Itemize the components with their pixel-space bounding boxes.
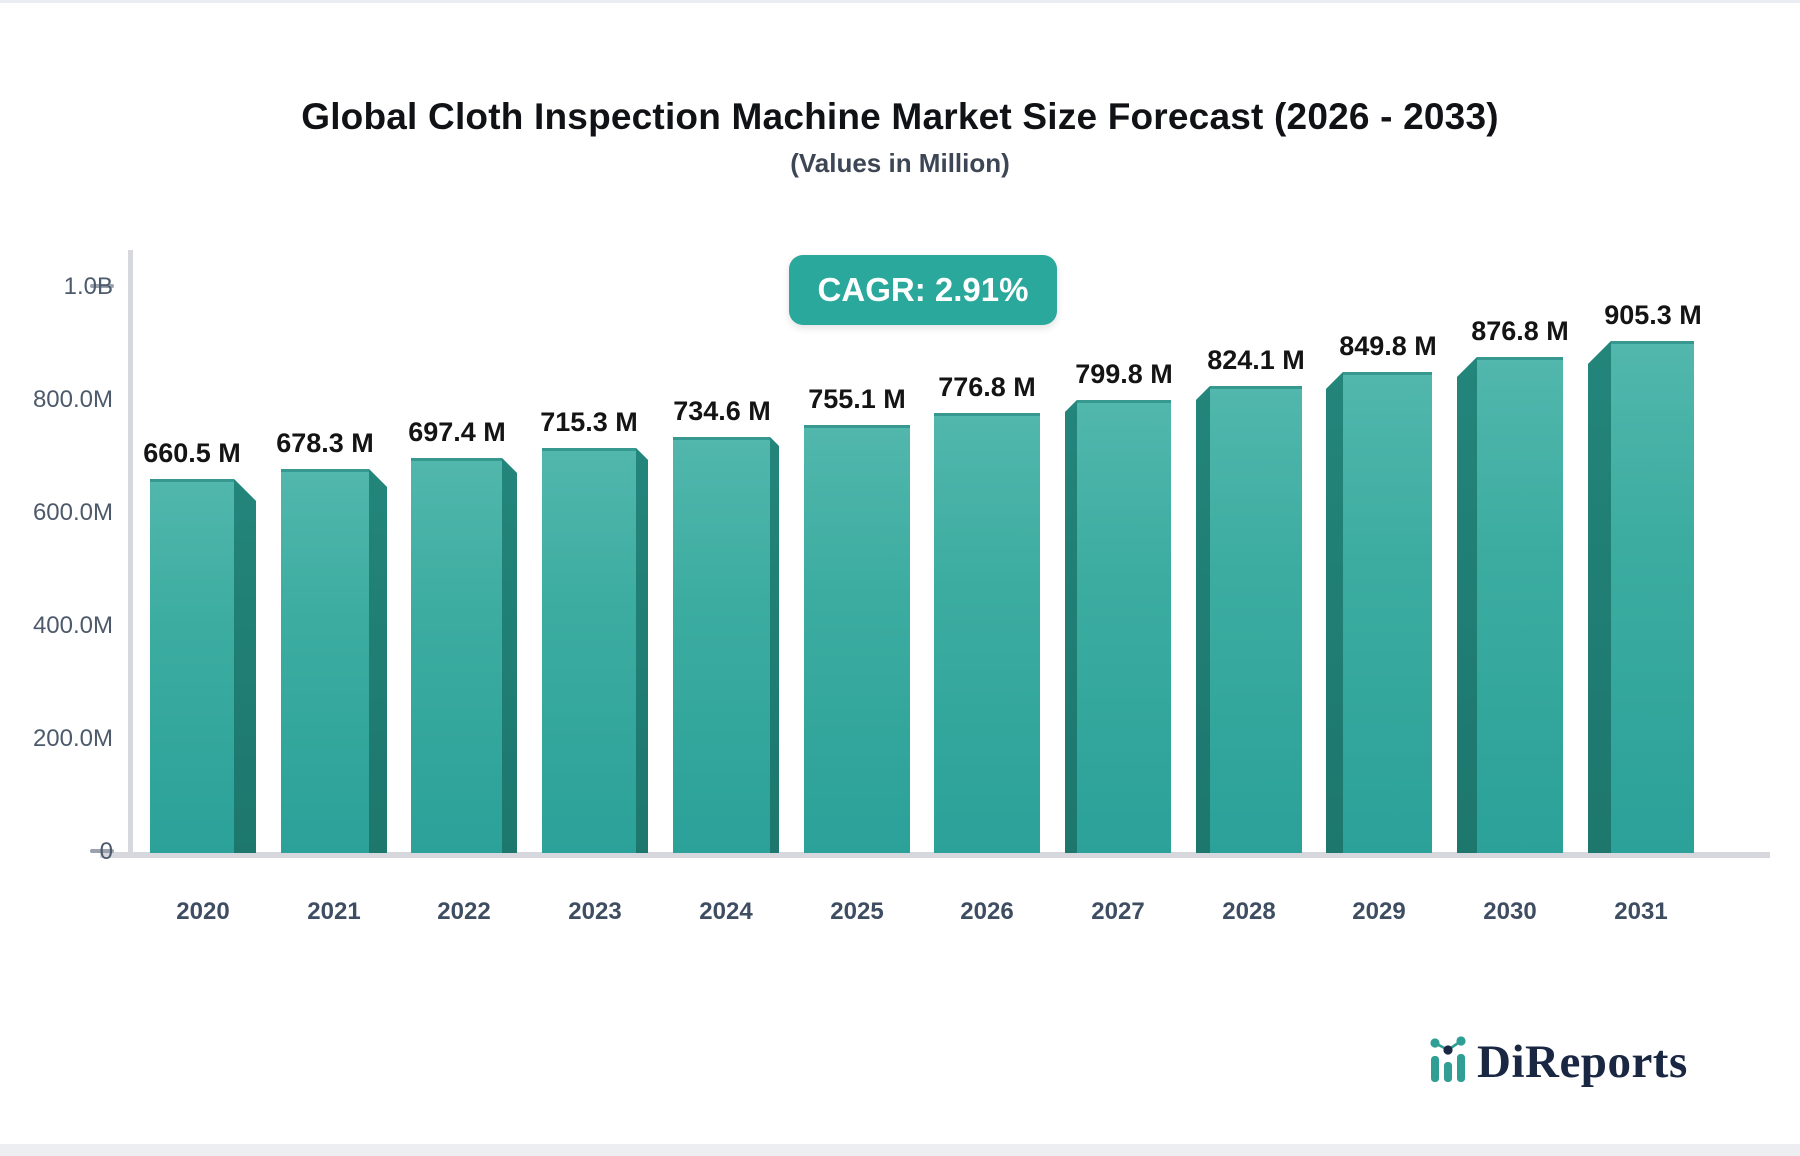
bar-2030 (1457, 357, 1563, 853)
bar-top-edge (150, 479, 234, 482)
bar-top-edge (1611, 341, 1694, 344)
x-axis-label: 2026 (960, 898, 1014, 925)
y-tick-1b (90, 284, 114, 288)
bar-value-label: 824.1 M (1207, 345, 1305, 375)
x-axis-label: 2031 (1614, 898, 1668, 925)
y-axis-line (128, 250, 133, 852)
bar-3d-side (770, 437, 779, 853)
cagr-badge-label: CAGR: 2.91% (817, 271, 1029, 308)
bar-2025 (804, 425, 910, 853)
bar-2024 (673, 437, 779, 853)
top-edge-strip (0, 0, 1800, 3)
bar-value-label: 799.8 M (1075, 359, 1173, 389)
bar-2020 (150, 479, 256, 853)
x-axis-label: 2022 (437, 898, 491, 925)
y-axis-label: 200.0M (32, 725, 113, 752)
x-axis-label: 2024 (699, 898, 753, 925)
bar-3d-side (1065, 400, 1077, 853)
bar-3d-side (1326, 372, 1343, 853)
y-axis-label: 600.0M (32, 499, 113, 526)
direports-logo: DiReports (1428, 1032, 1688, 1089)
x-axis-label: 2025 (830, 898, 884, 925)
bar-2028 (1196, 386, 1302, 853)
bar-2029 (1326, 372, 1432, 853)
bar-3d-side (636, 448, 648, 853)
x-axis-label: 2028 (1222, 898, 1276, 925)
bar-top-edge (1210, 386, 1302, 389)
y-axis-label: 400.0M (32, 612, 113, 639)
bar-value-label: 849.8 M (1339, 331, 1437, 361)
bar-value-label: 715.3 M (540, 407, 638, 437)
x-axis-label: 2020 (176, 898, 230, 925)
bottom-edge-strip (0, 1144, 1800, 1156)
x-axis-label: 2030 (1483, 898, 1537, 925)
bar-top-edge (542, 448, 636, 451)
bar-top-edge (1477, 357, 1563, 360)
bar-2023 (542, 448, 648, 853)
x-axis-baseline (100, 852, 1770, 858)
bar-top-edge (1077, 400, 1171, 403)
bar-top-edge (673, 437, 770, 440)
y-axis-label: 1.0B (63, 273, 113, 300)
bar-3d-side (234, 479, 256, 853)
chart-subtitle: (Values in Million) (790, 148, 1010, 178)
x-axis-label: 2021 (307, 898, 361, 925)
bar-value-label: 734.6 M (673, 396, 771, 426)
bar-2022 (411, 458, 517, 853)
x-axis-label: 2029 (1352, 898, 1406, 925)
x-axis-label: 2023 (568, 898, 622, 925)
bar-value-label: 660.5 M (143, 438, 241, 468)
bar-value-label: 776.8 M (938, 372, 1036, 402)
bar-top-edge (1343, 372, 1432, 375)
bar-value-label: 678.3 M (276, 428, 374, 458)
bar-3d-side (1457, 357, 1477, 853)
bar-2021 (281, 469, 387, 853)
bar-3d-side (369, 469, 387, 853)
bar-3d-side (1588, 341, 1611, 853)
bar-value-label: 755.1 M (808, 384, 906, 414)
logo-text: DiReports (1477, 1036, 1688, 1089)
logo-chart-icon (1430, 1036, 1466, 1082)
bar-2027 (1065, 400, 1171, 853)
bar-value-label: 905.3 M (1604, 300, 1702, 330)
bar-3d-side (502, 458, 517, 853)
bar-3d-side (1196, 386, 1210, 853)
y-axis-label: 0 (99, 838, 113, 865)
bar-value-label: 876.8 M (1471, 316, 1569, 346)
bar-2026 (934, 413, 1040, 853)
chart-title: Global Cloth Inspection Machine Market S… (301, 96, 1499, 137)
bar-2031 (1588, 341, 1694, 853)
y-tick-0 (90, 849, 114, 853)
y-axis-label: 800.0M (32, 386, 113, 413)
bar-top-edge (804, 425, 910, 428)
bar-top-edge (411, 458, 502, 461)
cagr-badge: CAGR: 2.91% (789, 255, 1057, 325)
bar-top-edge (934, 413, 1040, 416)
bar-top-edge (281, 469, 369, 472)
x-axis-label: 2027 (1091, 898, 1145, 925)
bar-value-label: 697.4 M (408, 417, 506, 447)
